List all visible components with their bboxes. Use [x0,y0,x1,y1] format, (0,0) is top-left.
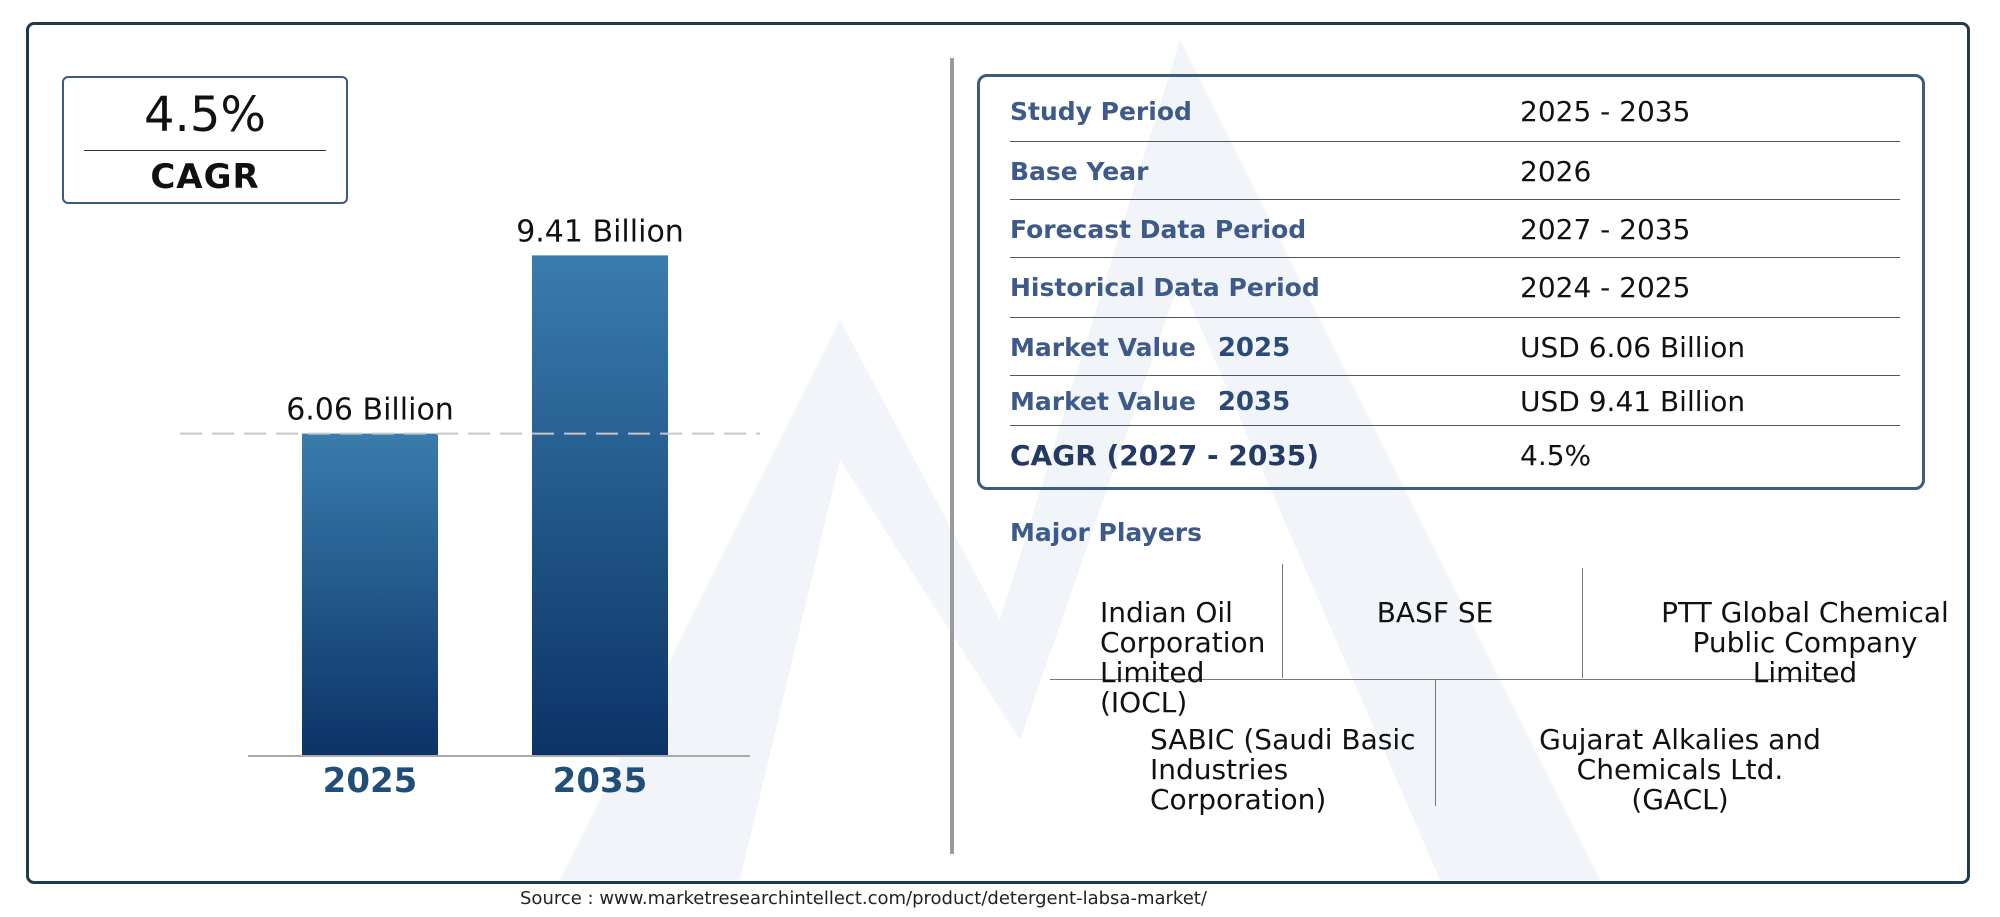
row-label-year: 2035 [1217,387,1291,417]
cagr-divider [84,150,326,151]
row-label-year: 2025 [1217,333,1291,363]
row-value: 4.5% [1520,439,1592,472]
row-label: Base Year [1010,157,1149,186]
row-label: CAGR (2027 - 2035) [1010,439,1320,472]
bar-2025 [302,433,438,756]
details-row: CAGR (2027 - 2035) 4.5% [1010,427,1900,485]
row-label: Historical Data Period [1010,273,1320,302]
cagr-badge: 4.5% CAGR [62,76,348,204]
row-label: Study Period [1010,97,1192,126]
row-value: 2026 [1520,155,1592,188]
outer-frame [26,22,1970,884]
data-label: 6.06 Billion [286,393,454,428]
x-tick-label: 2025 [323,761,418,801]
row-value: 2027 - 2035 [1520,213,1691,246]
cagr-value: 4.5% [144,87,266,143]
players-divider [1435,680,1436,806]
bar-chart: 6.06 Billion 2025 9.41 Billion 2035 [180,214,760,801]
players-title: Major Players [1010,518,1202,547]
row-label: Market Value 2035 [1010,373,1290,431]
row-value: USD 9.41 Billion [1520,385,1746,418]
player-name: BASF SE [1376,596,1494,629]
details-row: Forecast Data Period 2027 - 2035 [1010,201,1900,259]
row-divider [1010,375,1900,376]
row-divider [1010,257,1900,258]
players-divider [1050,679,1840,680]
details-row: Historical Data Period 2024 - 2025 [1010,259,1900,317]
details-table: Study Period 2025 - 2035 Base Year 2026 … [977,74,1925,490]
player-name: Indian Oil Corporation Limited (IOCL) [1100,596,1266,719]
player-name: PTT Global Chemical Public Company Limit… [1661,596,1949,689]
player-name: Gujarat Alkalies and Chemicals Ltd. (GAC… [1539,723,1821,816]
source-note: Source : www.marketresearchintellect.com… [520,888,1207,909]
details-row: Market Value 2025 USD 6.06 Billion [1010,319,1900,377]
row-value: 2025 - 2035 [1520,95,1691,128]
x-tick-label: 2035 [553,761,648,801]
vertical-divider [950,58,954,854]
row-label-text: Market Value [1010,387,1196,416]
row-label: Forecast Data Period [1010,215,1307,244]
details-row: Study Period 2025 - 2035 [1010,83,1900,141]
details-row: Base Year 2026 [1010,143,1900,201]
row-value: USD 6.06 Billion [1520,331,1746,364]
row-divider [1010,425,1900,426]
players-divider [1282,564,1283,678]
data-label: 9.41 Billion [516,214,684,249]
details-row: Market Value 2035 USD 9.41 Billion [1010,373,1900,431]
watermark-logo [560,40,1600,880]
row-divider [1010,199,1900,200]
row-divider [1010,317,1900,318]
row-value: 2024 - 2025 [1520,271,1691,304]
player-name: SABIC (Saudi Basic Industries Corporatio… [1150,723,1416,816]
players-divider [1582,568,1583,678]
cagr-label: CAGR [150,157,260,197]
row-label: Market Value 2025 [1010,319,1290,377]
row-divider [1010,141,1900,142]
row-label-text: Market Value [1010,333,1196,362]
bar-2035 [532,255,668,756]
